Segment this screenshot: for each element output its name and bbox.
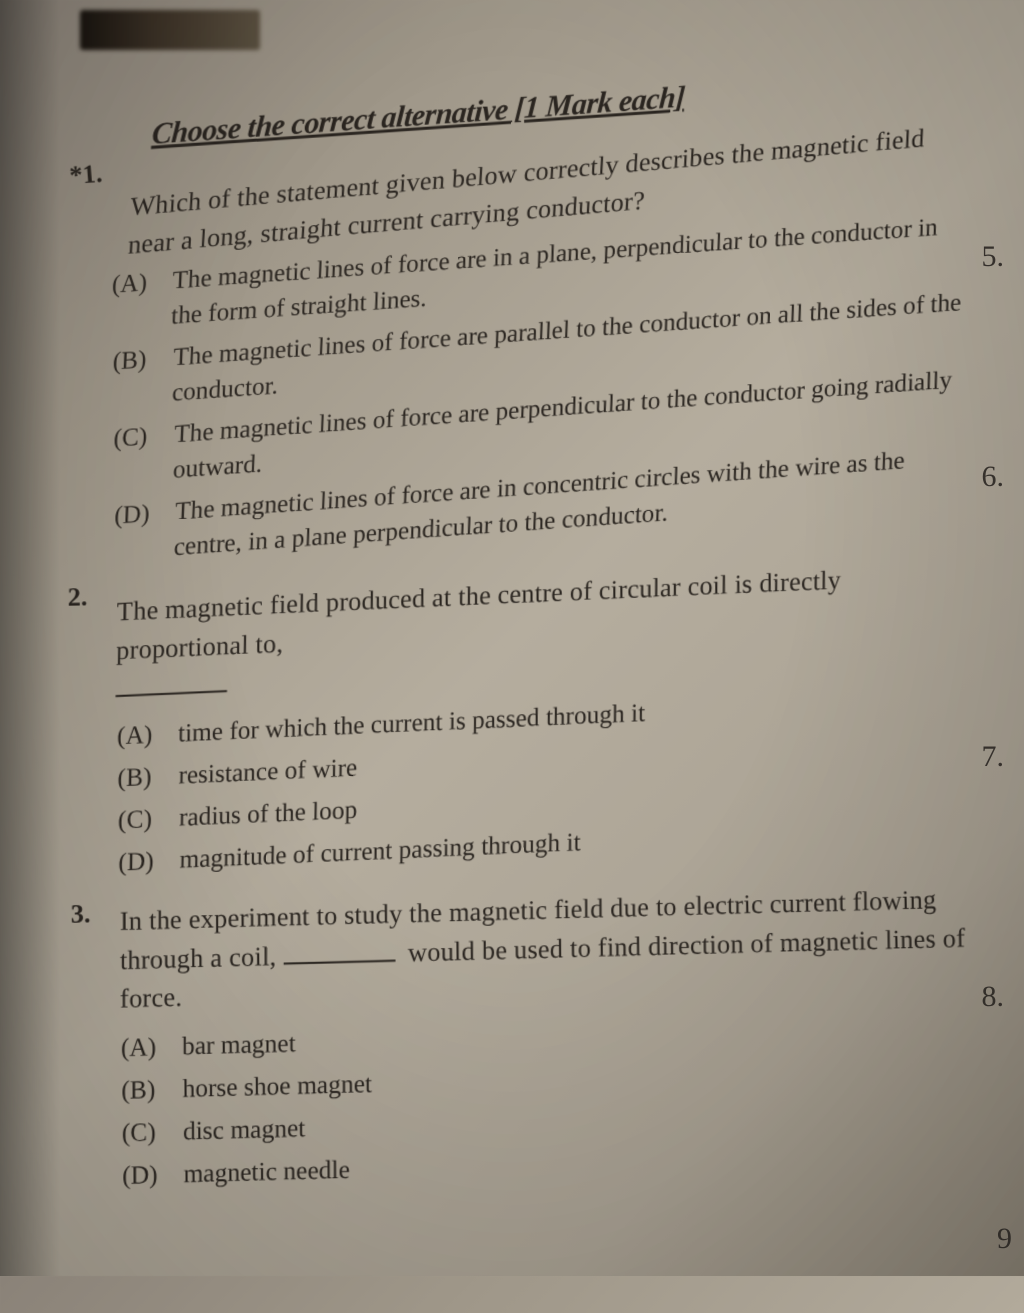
fill-blank [116, 666, 228, 698]
option-label: (A) [121, 1029, 156, 1066]
side-number-9: 9 [997, 1222, 1012, 1256]
options-list: (A) The magnetic lines of force are in a… [113, 230, 978, 547]
question-text-pre: The magnetic field produced at the centr… [116, 565, 841, 665]
option-label: (D) [114, 496, 151, 534]
fill-blank [283, 935, 395, 965]
option-label: (A) [111, 265, 147, 303]
question-2: 2. The magnetic field produced at the ce… [116, 567, 986, 870]
option-label: (B) [121, 1071, 155, 1108]
question-3: 3. In the experiment to study the magnet… [119, 883, 994, 1190]
option-text: radius of the loop [179, 797, 358, 833]
options-list: (A) bar magnet (B) horse shoe magnet (C)… [121, 1010, 994, 1189]
options-list: (A) time for which the current is passed… [117, 692, 985, 870]
option-label: (B) [117, 760, 151, 797]
question-text: In the experiment to study the magnetic … [120, 879, 989, 1019]
question-1: *1. Which of the statement given below c… [112, 144, 978, 547]
option-label: (C) [122, 1114, 156, 1151]
option-label: (A) [117, 717, 153, 754]
option-text: magnitude of current passing through it [179, 829, 580, 875]
side-number-7: 7. [982, 740, 1005, 774]
option-label: (C) [113, 419, 148, 457]
option-text: bar magnet [182, 1029, 296, 1060]
side-number-8: 8. [982, 980, 1005, 1014]
option-text: disc magnet [183, 1114, 306, 1145]
option-text: magnetic needle [183, 1155, 350, 1188]
side-number-5: 5. [982, 240, 1005, 274]
option-label: (C) [118, 802, 152, 839]
option-text: horse shoe magnet [182, 1070, 372, 1103]
option-label: (D) [118, 844, 154, 882]
question-number: 2. [68, 582, 88, 613]
option-label: (D) [122, 1156, 158, 1193]
option-text: resistance of wire [178, 755, 357, 791]
question-number: *1. [68, 158, 103, 191]
question-number: 3. [71, 899, 91, 930]
option-label: (B) [112, 342, 147, 380]
side-number-6: 6. [982, 460, 1005, 494]
page-content: Choose the correct alternative [1 Mark e… [0, 0, 1024, 1313]
